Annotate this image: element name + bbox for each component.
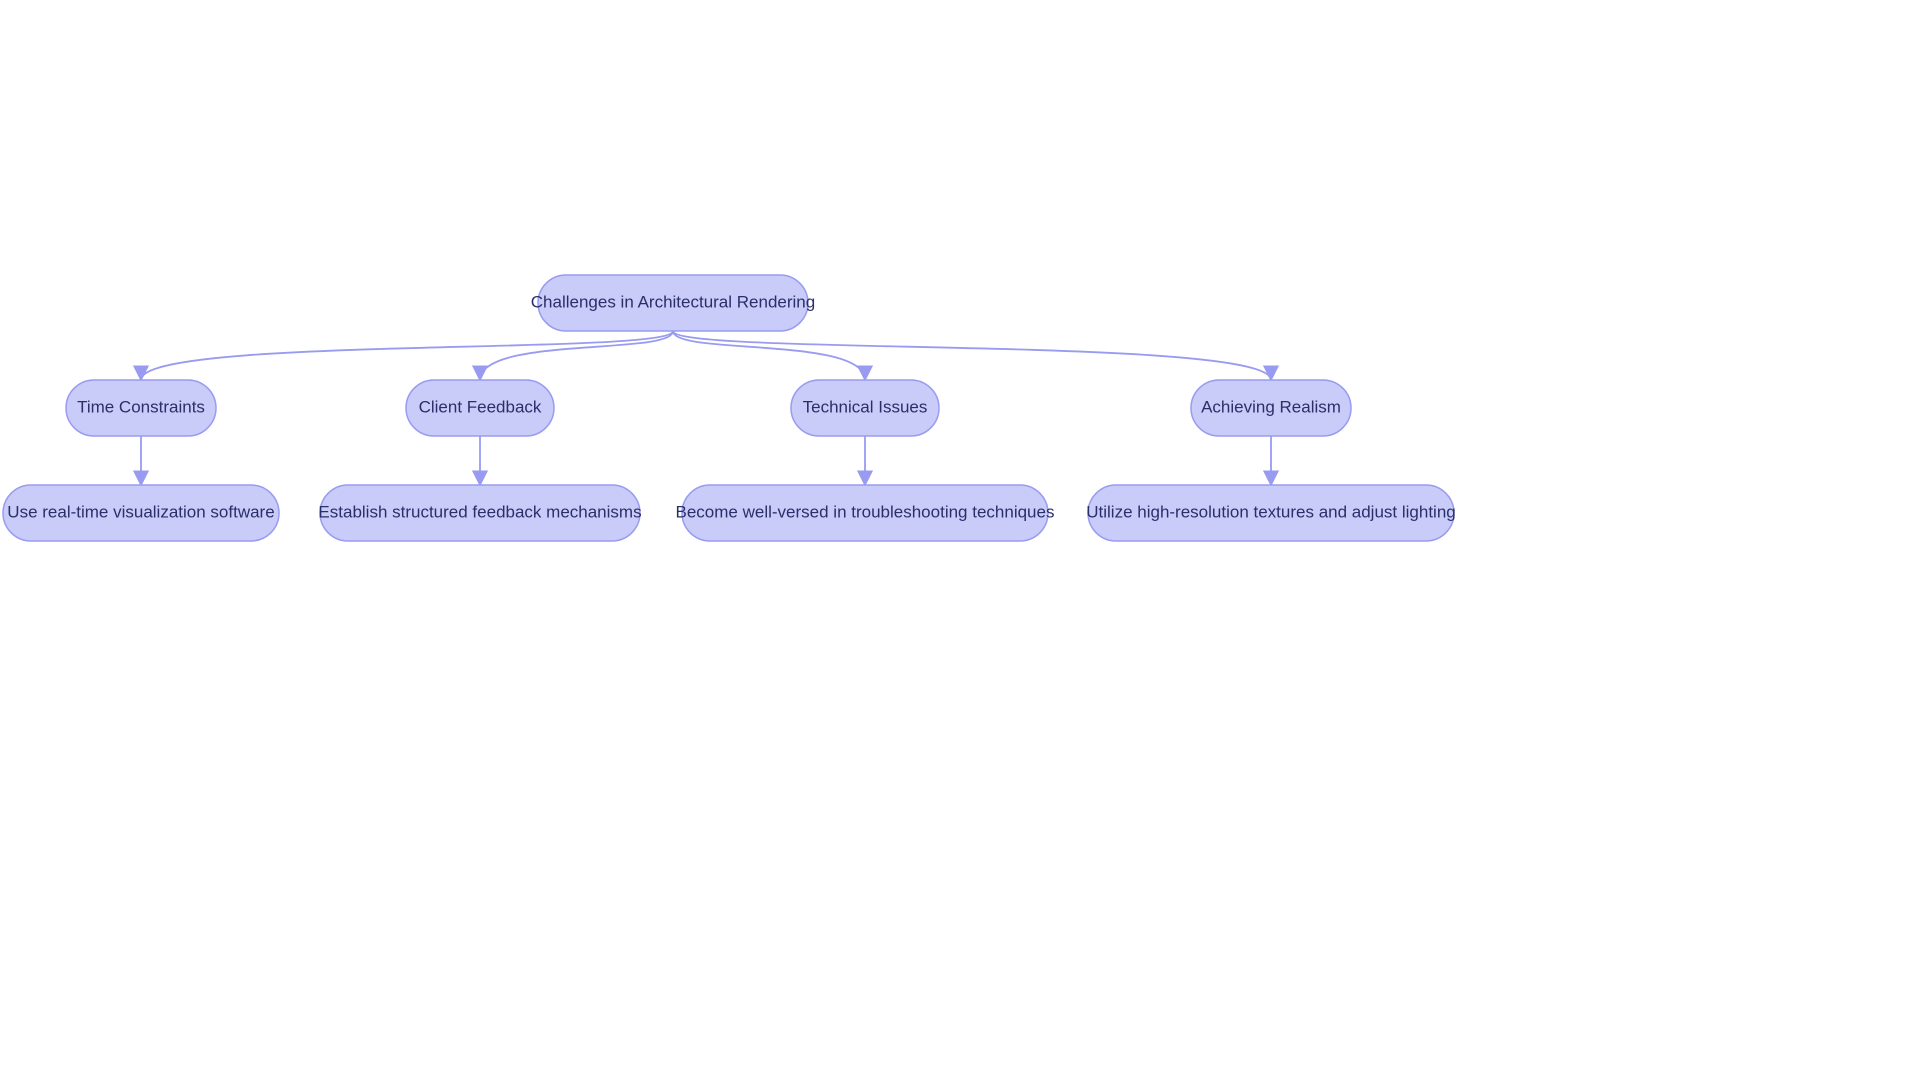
node-label: Challenges in Architectural Rendering [531,292,815,311]
edge [673,331,1271,380]
node-label: Achieving Realism [1201,397,1341,416]
edge [141,331,673,380]
node-l4: Utilize high-resolution textures and adj… [1086,485,1455,541]
node-n2: Client Feedback [406,380,554,436]
node-l2: Establish structured feedback mechanisms [318,485,641,541]
node-root: Challenges in Architectural Rendering [531,275,815,331]
node-label: Utilize high-resolution textures and adj… [1086,502,1455,521]
node-l3: Become well-versed in troubleshooting te… [676,485,1055,541]
node-l1: Use real-time visualization software [3,485,279,541]
node-n4: Achieving Realism [1191,380,1351,436]
node-label: Client Feedback [419,397,542,416]
node-n3: Technical Issues [791,380,939,436]
node-label: Become well-versed in troubleshooting te… [676,502,1055,521]
node-label: Establish structured feedback mechanisms [318,502,641,521]
node-label: Time Constraints [77,397,205,416]
node-label: Use real-time visualization software [7,502,274,521]
node-n1: Time Constraints [66,380,216,436]
diagram-canvas: Challenges in Architectural Rendering Tim… [0,0,1920,1083]
node-label: Technical Issues [803,397,928,416]
